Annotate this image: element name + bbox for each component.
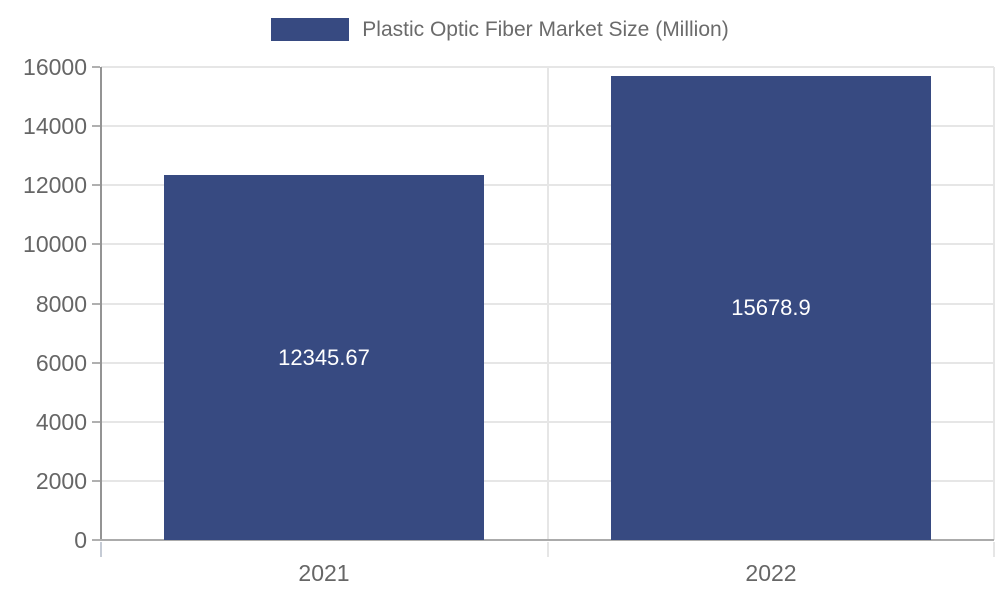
y-axis-tick xyxy=(92,539,100,541)
y-axis-tick xyxy=(92,303,100,305)
y-axis-tick-label: 6000 xyxy=(35,350,87,376)
y-axis-tick xyxy=(92,184,100,186)
y-axis-tick-label: 14000 xyxy=(23,113,87,139)
y-axis-tick-label: 16000 xyxy=(23,54,87,80)
y-axis-line xyxy=(100,67,102,540)
y-axis-tick xyxy=(92,480,100,482)
y-axis-tick xyxy=(92,421,100,423)
y-axis-tick-label: 12000 xyxy=(23,172,87,198)
y-axis-tick-label: 0 xyxy=(74,527,87,553)
x-axis-category-label: 2021 xyxy=(298,560,350,586)
x-axis-tick xyxy=(993,542,995,557)
gridline-vertical xyxy=(993,67,995,540)
y-axis-tick-label: 2000 xyxy=(35,468,87,494)
legend-swatch xyxy=(271,18,350,41)
y-axis-tick-label: 10000 xyxy=(23,231,87,257)
y-axis-tick xyxy=(92,125,100,127)
x-axis-tick xyxy=(100,542,102,557)
y-axis-tick xyxy=(92,243,100,245)
gridline-vertical xyxy=(547,67,549,540)
bar-value-label: 15678.9 xyxy=(731,295,811,320)
x-axis-tick xyxy=(547,542,549,557)
y-axis-tick-label: 8000 xyxy=(35,291,87,317)
x-axis-line xyxy=(100,539,994,541)
bar-value-label: 12345.67 xyxy=(278,345,370,370)
x-axis-category-label: 2022 xyxy=(745,560,797,586)
legend: Plastic Optic Fiber Market Size (Million… xyxy=(0,18,1000,41)
y-axis-tick xyxy=(92,66,100,68)
bar-2021 xyxy=(164,175,484,540)
y-axis-tick xyxy=(92,362,100,364)
legend-label: Plastic Optic Fiber Market Size (Million… xyxy=(362,18,729,41)
y-axis-tick-label: 4000 xyxy=(35,409,87,435)
bar-2022 xyxy=(611,76,931,540)
